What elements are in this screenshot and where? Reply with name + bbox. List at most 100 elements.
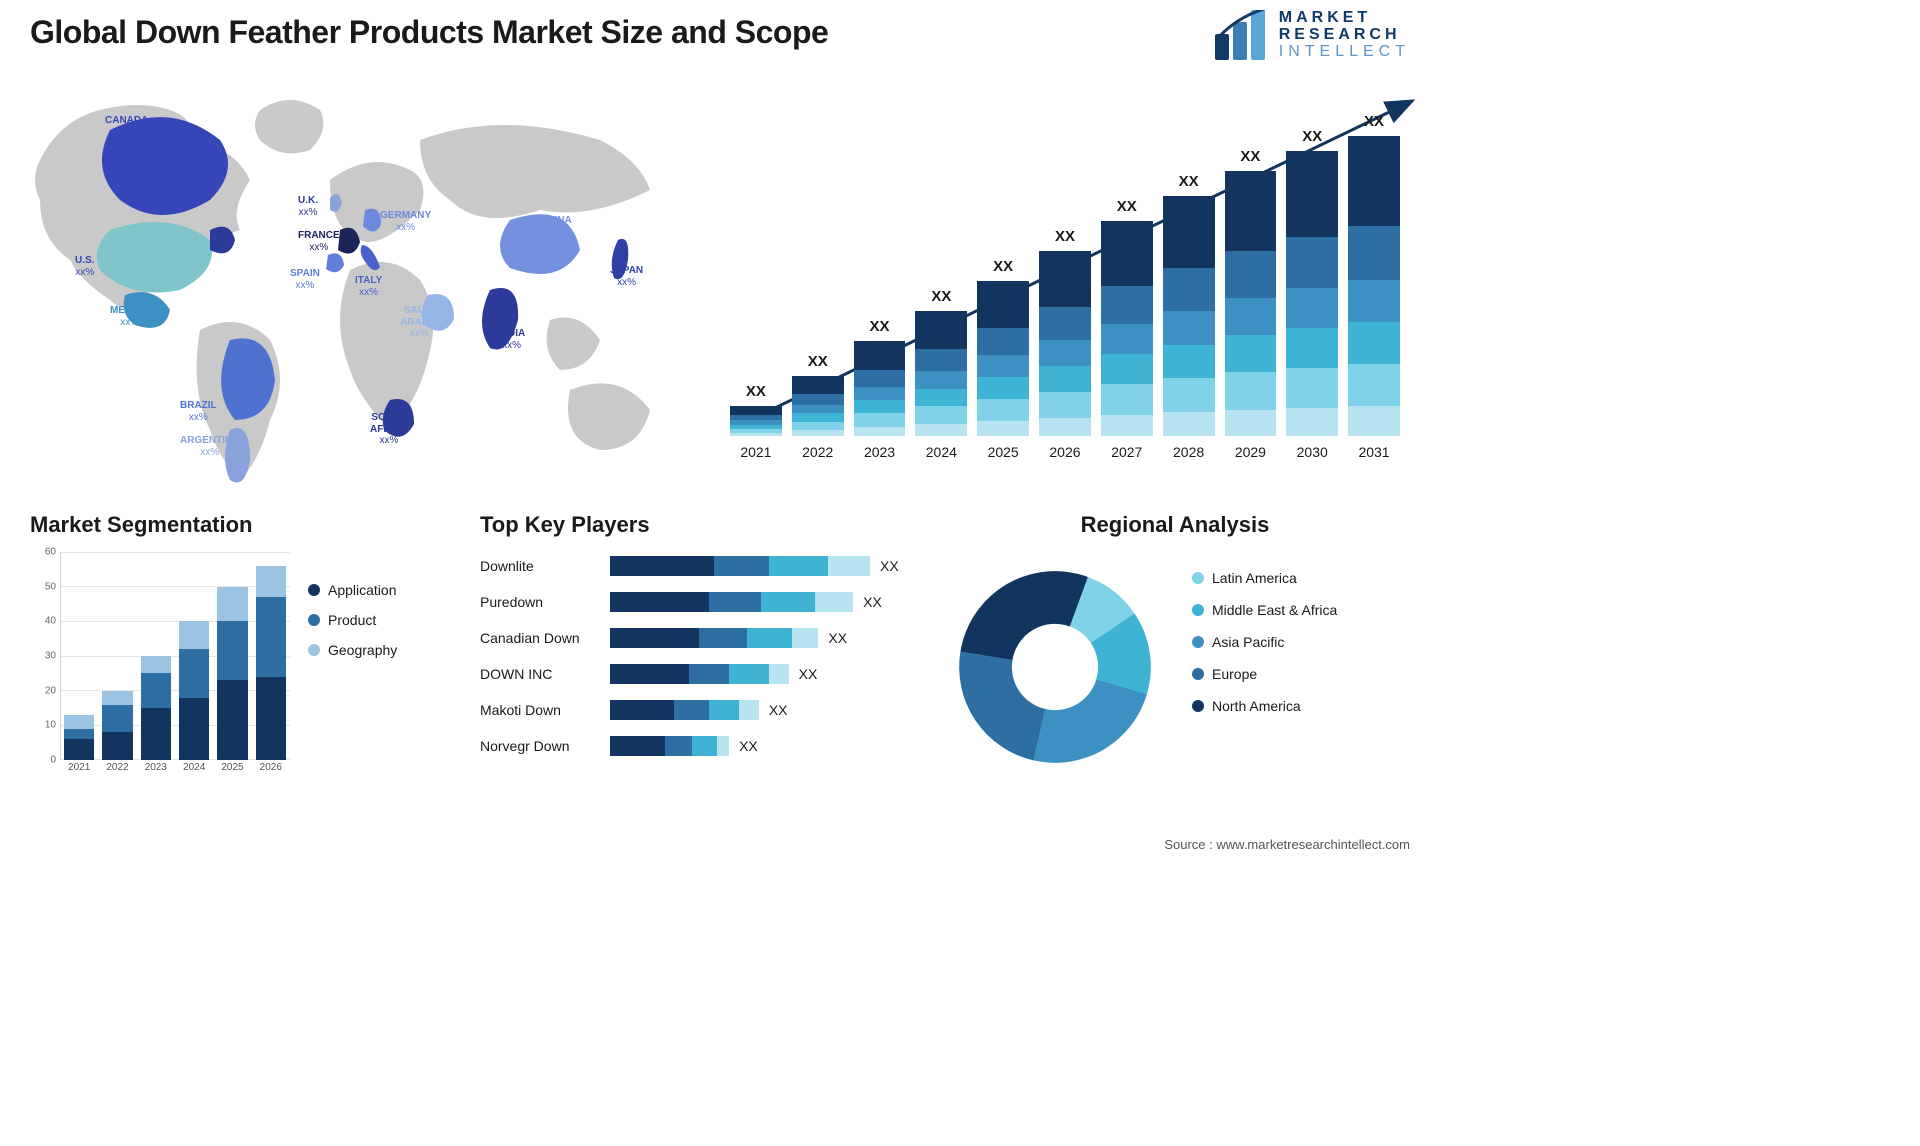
- segmentation-bar-segment: [256, 677, 286, 760]
- donut-slice: [960, 571, 1087, 660]
- growth-bar-segment: [1101, 354, 1153, 384]
- growth-value-label: XX: [1117, 198, 1137, 215]
- growth-bar-segment: [854, 413, 906, 426]
- segmentation-xlabel: 2023: [141, 762, 171, 782]
- growth-bar-segment: [915, 406, 967, 424]
- player-bar-segment: [689, 664, 729, 684]
- growth-column: XX2028: [1163, 173, 1215, 460]
- player-bar-segment: [828, 556, 870, 576]
- legend-item: North America: [1192, 698, 1337, 714]
- player-bar-segment: [739, 700, 759, 720]
- growth-bar-segment: [1348, 280, 1400, 322]
- segmentation-bar-segment: [102, 691, 132, 705]
- map-label: SPAINxx%: [290, 268, 320, 291]
- growth-column: XX2029: [1225, 148, 1277, 460]
- map-label: SAUDIARABIAxx%: [400, 305, 439, 340]
- legend-item: Middle East & Africa: [1192, 602, 1337, 618]
- growth-bar-segment: [1101, 221, 1153, 286]
- growth-bar-segment: [1348, 406, 1400, 436]
- growth-value-label: XX: [746, 383, 766, 400]
- segmentation-ytick: 10: [30, 720, 56, 731]
- legend-item: Europe: [1192, 666, 1337, 682]
- segmentation-xlabel: 2024: [179, 762, 209, 782]
- growth-bar-segment: [1101, 415, 1153, 437]
- growth-value-label: XX: [1240, 148, 1260, 165]
- player-bar-segment: [769, 556, 829, 576]
- map-label: BRAZILxx%: [180, 400, 217, 423]
- growth-bar: [1348, 136, 1400, 436]
- segmentation-title: Market Segmentation: [30, 512, 450, 538]
- growth-bar-segment: [977, 328, 1029, 356]
- growth-value-label: XX: [1364, 113, 1384, 130]
- player-bar-segment: [610, 556, 714, 576]
- growth-bar-segment: [792, 430, 844, 436]
- player-bar-segment: [709, 592, 761, 612]
- growth-bar-segment: [854, 341, 906, 370]
- legend-label: Latin America: [1212, 570, 1297, 586]
- growth-bar-segment: [1348, 136, 1400, 226]
- legend-label: Europe: [1212, 666, 1257, 682]
- segmentation-bar-segment: [179, 698, 209, 760]
- player-bar: [610, 700, 759, 720]
- regional-donut: [940, 552, 1170, 782]
- segmentation-block: Market Segmentation 0102030405060 202120…: [30, 512, 450, 782]
- segmentation-bar-segment: [217, 680, 247, 760]
- growth-bar-segment: [1225, 335, 1277, 372]
- growth-chart: XX2021XX2022XX2023XX2024XX2025XX2026XX20…: [720, 90, 1410, 490]
- growth-column: XX 2027: [1101, 198, 1153, 460]
- map-label: CHINAxx%: [540, 215, 572, 238]
- donut-slice: [959, 652, 1045, 761]
- segmentation-bar-segment: [141, 656, 171, 673]
- page-title: Global Down Feather Products Market Size…: [30, 14, 828, 51]
- player-bar-segment: [692, 736, 717, 756]
- growth-bar-segment: [1039, 340, 1091, 366]
- header: Global Down Feather Products Market Size…: [30, 14, 1410, 84]
- player-bar-segment: [699, 628, 747, 648]
- player-bar-segment: [729, 664, 769, 684]
- growth-bars: XX2021XX2022XX2023XX2024XX2025XX2026XX20…: [720, 90, 1410, 460]
- segmentation-legend: ApplicationProductGeography: [308, 582, 397, 658]
- growth-bar-segment: [1348, 226, 1400, 280]
- segmentation-xlabel: 2022: [102, 762, 132, 782]
- growth-bar-segment: [1101, 384, 1153, 414]
- growth-bar-segment: [792, 394, 844, 405]
- map-label: ITALYxx%: [355, 275, 382, 298]
- player-value-label: XX: [739, 738, 758, 754]
- growth-year-label: 2027: [1111, 444, 1142, 460]
- growth-bar-segment: [1101, 324, 1153, 354]
- growth-year-label: 2031: [1358, 444, 1389, 460]
- growth-bar-segment: [1039, 251, 1091, 307]
- player-value-label: XX: [799, 666, 818, 682]
- growth-bar-segment: [854, 427, 906, 437]
- growth-bar: [915, 311, 967, 436]
- player-bar-segment: [610, 592, 709, 612]
- growth-bar-segment: [854, 387, 906, 400]
- top-row: CANADAxx%U.S.xx%MEXICOxx%BRAZILxx%ARGENT…: [30, 90, 1410, 490]
- growth-bar-segment: [977, 355, 1029, 377]
- growth-year-label: 2030: [1297, 444, 1328, 460]
- player-name: Norvegr Down: [480, 738, 610, 754]
- growth-bar-segment: [792, 376, 844, 394]
- growth-bar-segment: [977, 399, 1029, 421]
- growth-bar-segment: [915, 389, 967, 407]
- growth-column: XX2022: [792, 353, 844, 460]
- legend-label: North America: [1212, 698, 1301, 714]
- player-bar-segment: [717, 736, 729, 756]
- growth-bar-segment: [1225, 171, 1277, 251]
- growth-bar-segment: [1039, 418, 1091, 437]
- segmentation-bar-segment: [217, 587, 247, 622]
- brand-logo-icon: [1215, 10, 1269, 60]
- growth-bar-segment: [1163, 378, 1215, 412]
- segmentation-xlabel: 2021: [64, 762, 94, 782]
- legend-label: Application: [328, 582, 397, 598]
- regional-legend: Latin AmericaMiddle East & AfricaAsia Pa…: [1192, 570, 1337, 714]
- key-players-title: Top Key Players: [480, 512, 910, 538]
- map-label: JAPANxx%: [610, 265, 643, 288]
- legend-swatch: [1192, 668, 1204, 680]
- regional-title: Regional Analysis: [940, 512, 1410, 538]
- legend-swatch: [1192, 604, 1204, 616]
- player-bar-segment: [610, 700, 674, 720]
- player-value-label: XX: [863, 594, 882, 610]
- growth-value-label: XX: [1179, 173, 1199, 190]
- player-name: Makoti Down: [480, 702, 610, 718]
